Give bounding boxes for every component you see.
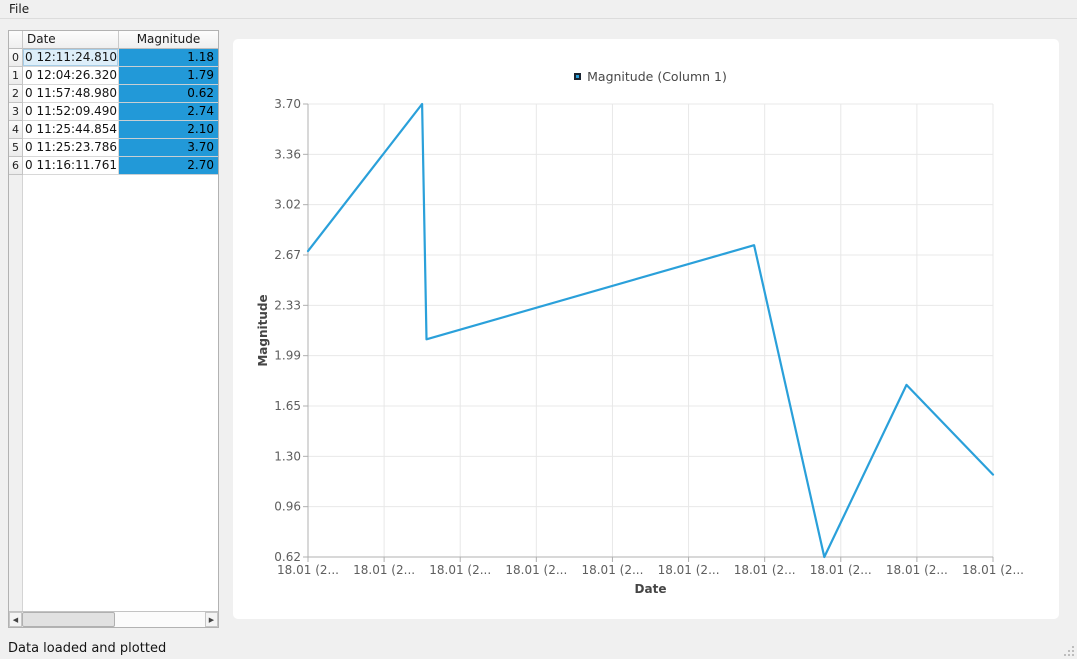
menu-bar: File — [0, 0, 1077, 19]
svg-text:18.01 (2...: 18.01 (2... — [734, 563, 796, 577]
legend-label: Magnitude (Column 1) — [587, 69, 727, 84]
row-header-cell[interactable]: 6 — [9, 157, 23, 175]
table-corner-cell[interactable] — [9, 31, 23, 49]
row-header-cell[interactable]: 4 — [9, 121, 23, 139]
gridlines — [307, 103, 994, 558]
x-axis-title: Date — [635, 582, 667, 596]
svg-text:18.01 (2...: 18.01 (2... — [810, 563, 872, 577]
svg-text:3.02: 3.02 — [274, 198, 301, 212]
column-header-magnitude[interactable]: Magnitude — [119, 31, 218, 49]
svg-text:0.62: 0.62 — [274, 550, 301, 564]
date-cell[interactable]: 0 11:25:44.854 — [23, 121, 119, 139]
svg-text:18.01 (2...: 18.01 (2... — [277, 563, 339, 577]
menu-file[interactable]: File — [9, 2, 30, 16]
scroll-right-icon: ▶ — [208, 615, 215, 624]
svg-text:1.30: 1.30 — [274, 449, 301, 463]
svg-text:3.70: 3.70 — [274, 97, 301, 111]
svg-text:18.01 (2...: 18.01 (2... — [962, 563, 1024, 577]
svg-text:18.01 (2...: 18.01 (2... — [581, 563, 643, 577]
date-cell[interactable]: 0 11:25:23.786 — [23, 139, 119, 157]
chart-legend: Magnitude (Column 1) — [308, 69, 993, 84]
scroll-left-button[interactable]: ◀ — [9, 612, 22, 627]
status-bar: Data loaded and plotted — [0, 638, 1077, 659]
resize-grip-icon[interactable] — [1063, 645, 1075, 657]
table-empty-area — [9, 175, 218, 611]
magnitude-cell[interactable]: 1.79 — [119, 67, 218, 85]
date-cell[interactable]: 0 11:16:11.761 — [23, 157, 119, 175]
magnitude-cell[interactable]: 3.70 — [119, 139, 218, 157]
magnitude-cell[interactable]: 1.18 — [119, 49, 218, 67]
svg-text:18.01 (2...: 18.01 (2... — [429, 563, 491, 577]
svg-text:2.67: 2.67 — [274, 248, 301, 262]
legend-marker-icon — [574, 73, 582, 80]
date-cell[interactable]: 0 12:11:24.810 — [23, 49, 119, 67]
svg-text:18.01 (2...: 18.01 (2... — [886, 563, 948, 577]
row-header-cell[interactable]: 3 — [9, 103, 23, 121]
column-header-date[interactable]: Date — [23, 31, 119, 49]
status-text: Data loaded and plotted — [8, 641, 167, 656]
svg-text:0.96: 0.96 — [274, 500, 301, 514]
svg-text:1.99: 1.99 — [274, 349, 301, 363]
row-header-cell[interactable]: 5 — [9, 139, 23, 157]
row-header-filler — [9, 175, 23, 611]
row-header-cell[interactable]: 2 — [9, 85, 23, 103]
tick-labels: 3.70 3.36 3.02 2.67 2.33 1.99 1.65 1.30 0.96 0.62… — [274, 97, 1024, 577]
axes — [303, 103, 994, 562]
svg-text:18.01 (2...: 18.01 (2... — [505, 563, 567, 577]
svg-text:3.36: 3.36 — [274, 147, 301, 161]
svg-text:1.65: 1.65 — [274, 399, 301, 413]
magnitude-cell[interactable]: 2.74 — [119, 103, 218, 121]
series-line — [306, 102, 995, 559]
chart-panel: Magnitude (Column 1) 3.70 3.36 3.02 2.67 2.3… — [233, 39, 1059, 619]
date-cell[interactable]: 0 11:57:48.980 — [23, 85, 119, 103]
date-cell[interactable]: 0 11:52:09.490 — [23, 103, 119, 121]
scrollbar-thumb[interactable] — [22, 612, 115, 627]
scroll-left-icon: ◀ — [12, 615, 19, 624]
horizontal-scrollbar[interactable]: ◀ ▶ — [9, 611, 218, 627]
chart-svg: 3.70 3.36 3.02 2.67 2.33 1.99 1.65 1.30 0.96 0.62… — [256, 97, 1024, 596]
row-header-cell[interactable]: 1 — [9, 67, 23, 85]
y-axis-title: Magnitude — [256, 294, 270, 366]
svg-text:2.33: 2.33 — [274, 298, 301, 312]
row-header-cell[interactable]: 0 — [9, 49, 23, 67]
scroll-right-button[interactable]: ▶ — [205, 612, 218, 627]
table-header: Date Magnitude — [9, 31, 218, 49]
scrollbar-track[interactable] — [22, 612, 205, 627]
svg-text:18.01 (2...: 18.01 (2... — [353, 563, 415, 577]
magnitude-cell[interactable]: 2.10 — [119, 121, 218, 139]
magnitude-cell[interactable]: 0.62 — [119, 85, 218, 103]
magnitude-cell[interactable]: 2.70 — [119, 157, 218, 175]
svg-text:18.01 (2...: 18.01 (2... — [658, 563, 720, 577]
date-cell[interactable]: 0 12:04:26.320 — [23, 67, 119, 85]
